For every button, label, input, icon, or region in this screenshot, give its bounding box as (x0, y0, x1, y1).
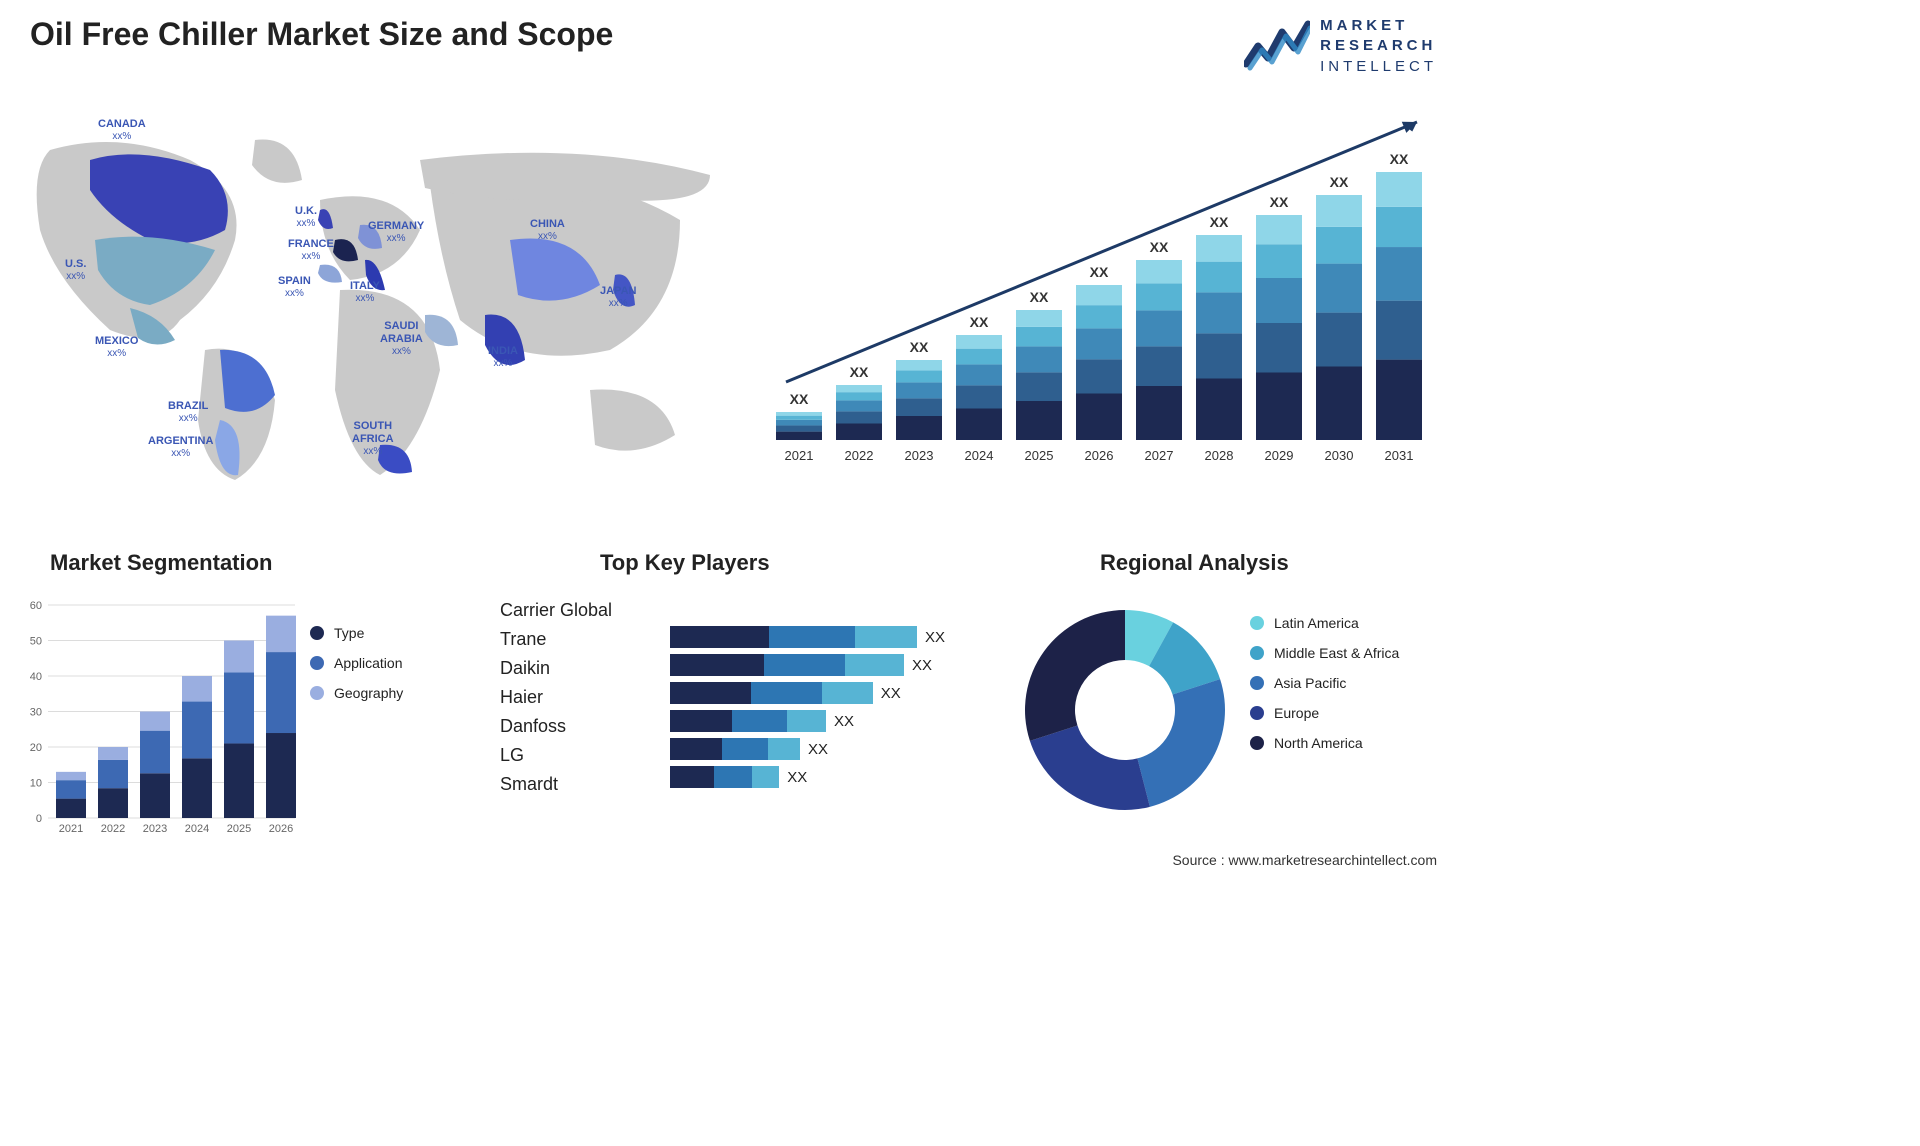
regional-legend: Latin America Middle East & Africa Asia Pa… (1250, 615, 1399, 765)
player-bar: XX (670, 682, 990, 704)
svg-text:2027: 2027 (1145, 448, 1174, 463)
svg-text:20: 20 (30, 742, 42, 754)
map-label: MEXICOxx% (95, 335, 138, 360)
player-bar: XX (670, 654, 990, 676)
players-title: Top Key Players (600, 550, 770, 576)
player-name: Haier (500, 687, 660, 708)
players-bar-chart: XX XX XX XX XX XX (670, 600, 990, 794)
player-name: Trane (500, 629, 660, 650)
segmentation-title: Market Segmentation (50, 550, 273, 576)
player-bar: XX (670, 738, 990, 760)
map-label: SPAINxx% (278, 275, 311, 300)
map-label: U.S.xx% (65, 258, 86, 283)
map-label: CANADAxx% (98, 118, 146, 143)
legend-item: North America (1250, 735, 1399, 751)
world-map: CANADAxx% U.S.xx% MEXICOxx% BRAZILxx% ARGENT… (20, 90, 740, 490)
player-name: Danfoss (500, 716, 660, 737)
svg-text:2023: 2023 (143, 823, 167, 835)
regional-title: Regional Analysis (1100, 550, 1289, 576)
svg-text:2023: 2023 (905, 448, 934, 463)
segmentation-section: Market Segmentation 0 10 20 30 40 50 60 2021 202… (20, 550, 480, 850)
svg-text:2022: 2022 (845, 448, 874, 463)
svg-text:XX: XX (790, 391, 809, 407)
svg-text:2024: 2024 (965, 448, 994, 463)
regional-section: Regional Analysis Latin America Middle Ea… (1020, 550, 1450, 850)
map-label: BRAZILxx% (168, 400, 208, 425)
svg-text:2021: 2021 (59, 823, 83, 835)
map-label: GERMANYxx% (368, 220, 424, 245)
logo-text: MARKET RESEARCH INTELLECT (1320, 16, 1437, 77)
svg-text:2031: 2031 (1385, 448, 1414, 463)
players-name-list: Carrier Global Trane Daikin Haier Danfoss LG S… (500, 600, 660, 803)
logo-mark-icon (1244, 18, 1310, 74)
legend-item: Type (310, 625, 403, 641)
player-bar: XX (670, 766, 990, 788)
player-name: LG (500, 745, 660, 766)
segmentation-chart: 0 10 20 30 40 50 60 2021 2022 2023 2024 2025 2026 (20, 600, 300, 840)
svg-text:2030: 2030 (1325, 448, 1354, 463)
legend-item: Geography (310, 685, 403, 701)
svg-text:XX: XX (1270, 194, 1289, 210)
svg-text:XX: XX (1090, 264, 1109, 280)
svg-text:XX: XX (910, 339, 929, 355)
player-bar: XX (670, 710, 990, 732)
svg-text:30: 30 (30, 707, 42, 719)
svg-text:2024: 2024 (185, 823, 209, 835)
svg-text:XX: XX (970, 314, 989, 330)
map-label: INDIAxx% (488, 345, 518, 370)
brand-logo: MARKET RESEARCH INTELLECT (1244, 16, 1437, 77)
svg-text:XX: XX (1390, 151, 1409, 167)
player-name: Daikin (500, 658, 660, 679)
svg-text:60: 60 (30, 600, 42, 612)
player-name: Carrier Global (500, 600, 660, 621)
map-label: CHINAxx% (530, 218, 565, 243)
svg-text:2026: 2026 (1085, 448, 1114, 463)
map-label: FRANCExx% (288, 238, 334, 263)
player-bar: XX (670, 626, 990, 648)
page-title: Oil Free Chiller Market Size and Scope (30, 16, 613, 53)
legend-item: Middle East & Africa (1250, 645, 1399, 661)
svg-text:2025: 2025 (227, 823, 251, 835)
svg-text:XX: XX (1030, 289, 1049, 305)
svg-text:50: 50 (30, 636, 42, 648)
key-players-section: Top Key Players Carrier Global Trane Daiki… (500, 550, 1000, 850)
legend-item: Europe (1250, 705, 1399, 721)
legend-item: Asia Pacific (1250, 675, 1399, 691)
svg-text:2028: 2028 (1205, 448, 1234, 463)
svg-text:2021: 2021 (785, 448, 814, 463)
map-label: SOUTHAFRICAxx% (352, 420, 394, 458)
svg-text:0: 0 (36, 813, 42, 825)
svg-text:XX: XX (1150, 239, 1169, 255)
map-label: ARGENTINAxx% (148, 435, 213, 460)
map-label: ITALYxx% (350, 280, 380, 305)
segmentation-legend: Type Application Geography (310, 625, 403, 715)
regional-donut-chart (1020, 605, 1230, 815)
growth-bar-chart: XX 2021 XX 2022 XX 2023 XX 2024 XX 2025 XX 2026 XX 20… (760, 100, 1440, 480)
svg-text:XX: XX (1210, 214, 1229, 230)
svg-text:2029: 2029 (1265, 448, 1294, 463)
svg-text:2026: 2026 (269, 823, 293, 835)
player-name: Smardt (500, 774, 660, 795)
svg-text:XX: XX (1330, 174, 1349, 190)
map-label: JAPANxx% (600, 285, 636, 310)
svg-text:10: 10 (30, 778, 42, 790)
svg-text:40: 40 (30, 671, 42, 683)
legend-item: Latin America (1250, 615, 1399, 631)
map-label: SAUDIARABIAxx% (380, 320, 423, 358)
svg-text:2022: 2022 (101, 823, 125, 835)
map-label: U.K.xx% (295, 205, 317, 230)
svg-text:XX: XX (850, 364, 869, 380)
legend-item: Application (310, 655, 403, 671)
source-attribution: Source : www.marketresearchintellect.com (1172, 852, 1437, 868)
svg-text:2025: 2025 (1025, 448, 1054, 463)
